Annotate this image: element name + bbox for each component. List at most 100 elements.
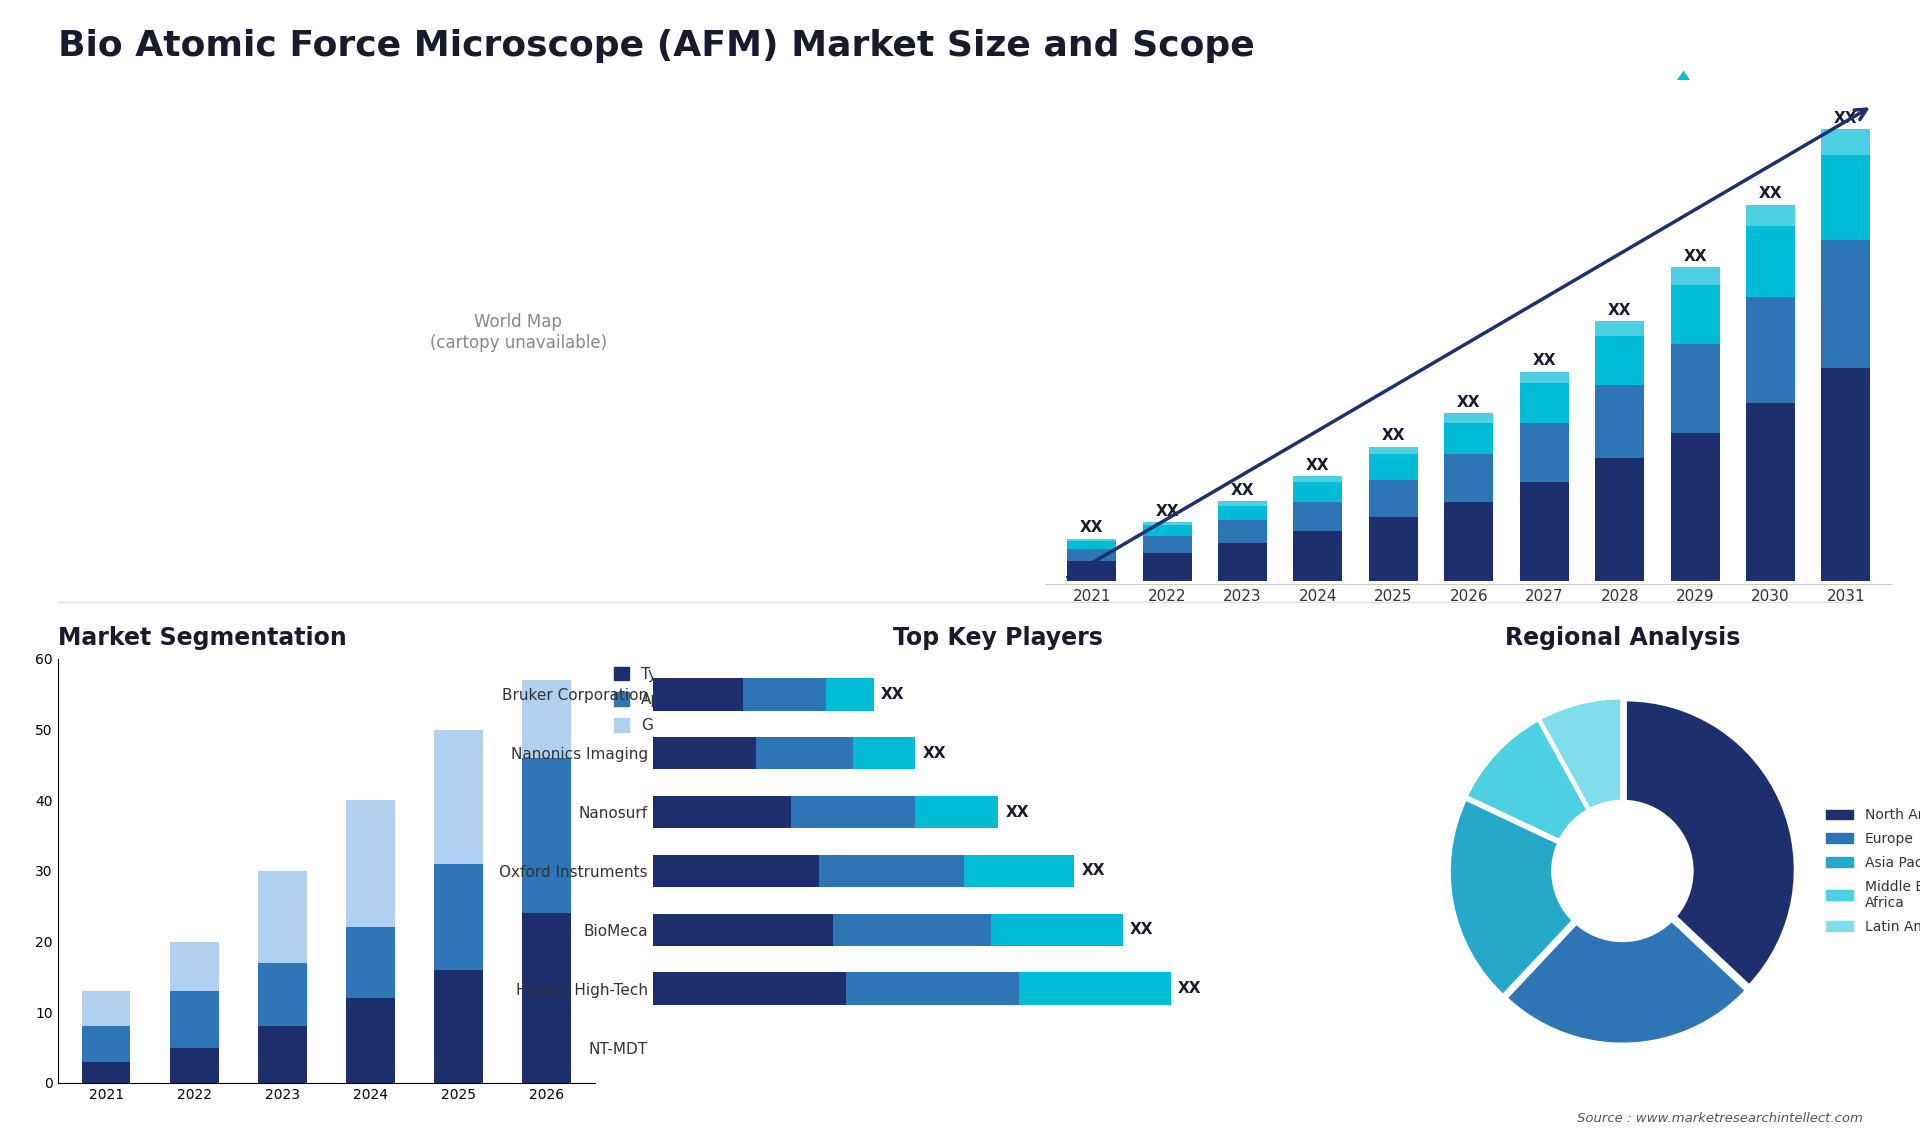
Text: XX: XX <box>1079 520 1104 535</box>
Bar <box>1142 523 1192 525</box>
Bar <box>1444 502 1494 581</box>
Bar <box>1068 560 1116 581</box>
Bar <box>1822 155 1870 240</box>
Bar <box>1670 267 1720 285</box>
Bar <box>1294 532 1342 581</box>
Bar <box>653 913 833 945</box>
Bar <box>833 913 991 945</box>
Text: XX: XX <box>1759 186 1782 201</box>
Bar <box>653 973 847 1005</box>
Bar <box>1142 525 1192 536</box>
Bar <box>1822 240 1870 368</box>
Bar <box>346 800 396 927</box>
Bar <box>171 991 219 1047</box>
Bar <box>852 737 916 769</box>
Bar <box>1670 344 1720 433</box>
Bar <box>1745 297 1795 403</box>
Bar <box>1444 455 1494 502</box>
Text: XX: XX <box>1684 249 1707 264</box>
Bar <box>964 855 1075 887</box>
Bar <box>1521 371 1569 384</box>
Bar <box>257 871 307 963</box>
Wedge shape <box>1450 800 1619 995</box>
Bar <box>1521 384 1569 423</box>
Bar <box>1822 368 1870 581</box>
Bar <box>522 758 570 913</box>
Bar <box>818 855 964 887</box>
Bar <box>1217 543 1267 581</box>
Text: XX: XX <box>881 686 904 701</box>
Text: World Map
(cartopy unavailable): World Map (cartopy unavailable) <box>430 313 607 352</box>
Text: XX: XX <box>1306 457 1331 472</box>
Wedge shape <box>1467 720 1620 869</box>
Bar <box>1369 455 1417 480</box>
Text: XX: XX <box>1834 111 1859 126</box>
Bar <box>1596 336 1644 385</box>
Bar <box>743 678 826 711</box>
Legend: North America, Europe, Asia Pacific, Middle East &
Africa, Latin America: North America, Europe, Asia Pacific, Mid… <box>1820 803 1920 939</box>
Bar <box>1142 536 1192 552</box>
Text: XX: XX <box>1006 804 1029 819</box>
Bar <box>1369 447 1417 455</box>
Bar <box>257 1027 307 1083</box>
Bar <box>1369 480 1417 518</box>
Bar <box>1521 423 1569 482</box>
Wedge shape <box>1540 698 1622 868</box>
Bar <box>434 970 482 1083</box>
Bar <box>1745 204 1795 226</box>
Text: XX: XX <box>1607 303 1632 317</box>
Bar <box>83 1027 131 1061</box>
Bar <box>1822 129 1870 155</box>
Bar <box>434 864 482 970</box>
Text: XX: XX <box>1532 353 1555 368</box>
Text: XX: XX <box>1156 503 1179 518</box>
Text: XX: XX <box>1081 863 1104 879</box>
Wedge shape <box>1626 700 1795 986</box>
Title: Top Key Players: Top Key Players <box>893 626 1104 650</box>
Bar <box>1294 476 1342 482</box>
Bar <box>653 855 818 887</box>
Text: Market Segmentation: Market Segmentation <box>58 626 346 650</box>
Bar <box>83 991 131 1027</box>
Title: Regional Analysis: Regional Analysis <box>1505 626 1740 650</box>
Bar <box>847 973 1020 1005</box>
Wedge shape <box>1507 874 1745 1044</box>
Bar <box>1217 520 1267 543</box>
Bar <box>916 796 998 829</box>
Bar <box>1217 501 1267 505</box>
Bar <box>653 737 756 769</box>
Polygon shape <box>1661 93 1703 124</box>
Bar <box>826 678 874 711</box>
Bar <box>1745 226 1795 297</box>
Bar <box>791 796 916 829</box>
Polygon shape <box>1645 71 1720 124</box>
Bar <box>1068 539 1116 541</box>
Bar <box>1294 482 1342 502</box>
Bar <box>434 730 482 864</box>
Text: XX: XX <box>922 746 947 761</box>
Legend: Type, Application, Geography: Type, Application, Geography <box>614 667 726 733</box>
Bar <box>257 963 307 1027</box>
Bar <box>1745 403 1795 581</box>
Bar <box>1596 321 1644 336</box>
Text: XX: XX <box>1179 981 1202 996</box>
Bar <box>522 681 570 758</box>
Bar <box>1142 552 1192 581</box>
Text: XX: XX <box>1382 429 1405 444</box>
Bar <box>653 678 743 711</box>
Bar <box>653 796 791 829</box>
Bar <box>1521 482 1569 581</box>
Bar <box>1596 385 1644 458</box>
Bar <box>1217 505 1267 520</box>
Bar <box>1068 541 1116 549</box>
Text: Source : www.marketresearchintellect.com: Source : www.marketresearchintellect.com <box>1576 1113 1862 1125</box>
Bar <box>346 998 396 1083</box>
Bar <box>171 942 219 991</box>
Bar <box>1294 502 1342 532</box>
Bar <box>1670 433 1720 581</box>
Text: XX: XX <box>1457 395 1480 410</box>
Bar <box>1444 414 1494 423</box>
Bar <box>83 1061 131 1083</box>
Bar <box>1020 973 1171 1005</box>
Text: MARKET
RESEARCH
INTELLECT: MARKET RESEARCH INTELLECT <box>1759 44 1820 80</box>
